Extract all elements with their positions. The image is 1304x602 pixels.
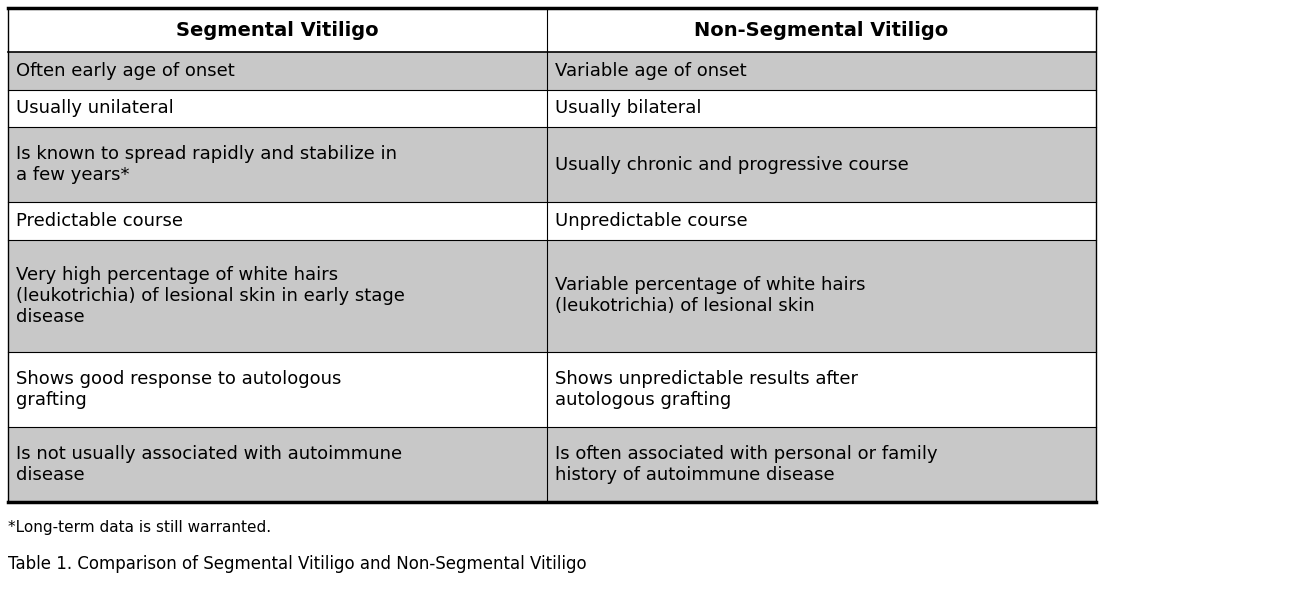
Bar xyxy=(8,352,1095,427)
Bar xyxy=(8,427,1095,502)
Text: Segmental Vitiligo: Segmental Vitiligo xyxy=(176,20,379,40)
Text: Usually bilateral: Usually bilateral xyxy=(556,99,702,117)
Bar xyxy=(8,90,1095,127)
Text: Is not usually associated with autoimmune
disease: Is not usually associated with autoimmun… xyxy=(16,445,402,484)
Text: Shows good response to autologous
grafting: Shows good response to autologous grafti… xyxy=(16,370,342,409)
Text: *Long-term data is still warranted.: *Long-term data is still warranted. xyxy=(8,520,271,535)
Bar xyxy=(8,127,1095,202)
Bar xyxy=(8,52,1095,90)
Bar xyxy=(8,240,1095,352)
Text: Often early age of onset: Often early age of onset xyxy=(16,62,235,79)
Text: Usually unilateral: Usually unilateral xyxy=(16,99,173,117)
Text: Shows unpredictable results after
autologous grafting: Shows unpredictable results after autolo… xyxy=(556,370,858,409)
Text: Is often associated with personal or family
history of autoimmune disease: Is often associated with personal or fam… xyxy=(556,445,938,484)
Text: Variable age of onset: Variable age of onset xyxy=(556,62,747,79)
Text: Unpredictable course: Unpredictable course xyxy=(556,212,747,230)
Bar xyxy=(8,8,1095,52)
Text: Variable percentage of white hairs
(leukotrichia) of lesional skin: Variable percentage of white hairs (leuk… xyxy=(556,276,866,315)
Text: Predictable course: Predictable course xyxy=(16,212,183,230)
Text: Is known to spread rapidly and stabilize in
a few years*: Is known to spread rapidly and stabilize… xyxy=(16,145,396,184)
Bar xyxy=(8,202,1095,240)
Text: Table 1. Comparison of Segmental Vitiligo and Non-Segmental Vitiligo: Table 1. Comparison of Segmental Vitilig… xyxy=(8,555,587,573)
Text: Very high percentage of white hairs
(leukotrichia) of lesional skin in early sta: Very high percentage of white hairs (leu… xyxy=(16,266,404,326)
Text: Usually chronic and progressive course: Usually chronic and progressive course xyxy=(556,155,909,173)
Text: Non-Segmental Vitiligo: Non-Segmental Vitiligo xyxy=(694,20,948,40)
